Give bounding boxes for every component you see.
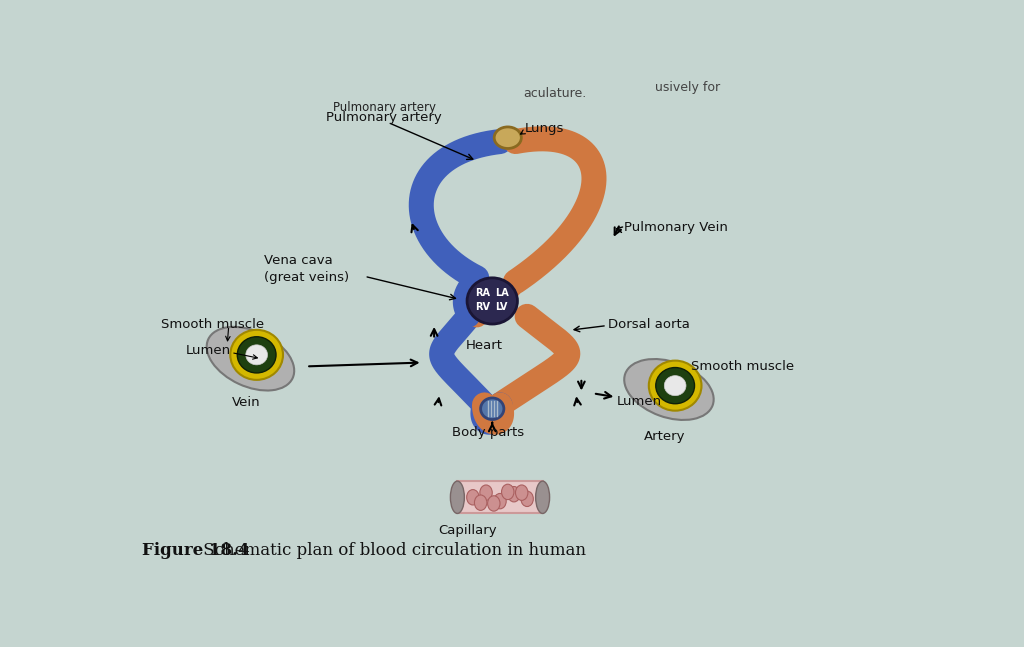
- Ellipse shape: [238, 336, 276, 373]
- Ellipse shape: [508, 487, 520, 502]
- Ellipse shape: [521, 491, 534, 507]
- Text: Figure 18.4: Figure 18.4: [142, 542, 250, 559]
- Text: LV: LV: [496, 302, 508, 312]
- Ellipse shape: [467, 490, 479, 505]
- Ellipse shape: [480, 398, 504, 419]
- Ellipse shape: [207, 327, 294, 391]
- Text: aculature.: aculature.: [523, 87, 587, 100]
- Text: Vein: Vein: [232, 396, 261, 409]
- Text: Dorsal aorta: Dorsal aorta: [608, 318, 690, 331]
- Text: Vena cava
(great veins): Vena cava (great veins): [263, 254, 349, 283]
- Text: Smooth muscle: Smooth muscle: [690, 360, 794, 373]
- Ellipse shape: [230, 330, 283, 380]
- Ellipse shape: [246, 345, 267, 365]
- Text: Lungs: Lungs: [524, 122, 564, 135]
- Ellipse shape: [625, 359, 714, 420]
- Text: LA: LA: [495, 289, 509, 298]
- Ellipse shape: [495, 127, 521, 148]
- Text: Schematic plan of blood circulation in human: Schematic plan of blood circulation in h…: [198, 542, 586, 559]
- Ellipse shape: [480, 485, 493, 500]
- Text: Pulmonary Vein: Pulmonary Vein: [624, 221, 728, 234]
- Text: Heart: Heart: [466, 340, 503, 353]
- Ellipse shape: [536, 481, 550, 514]
- Ellipse shape: [494, 494, 506, 509]
- FancyBboxPatch shape: [458, 481, 543, 514]
- Ellipse shape: [487, 496, 500, 511]
- Ellipse shape: [655, 367, 694, 404]
- Ellipse shape: [665, 376, 686, 396]
- Text: Pulmonary artery: Pulmonary artery: [326, 111, 441, 124]
- Ellipse shape: [474, 495, 486, 510]
- Ellipse shape: [649, 360, 701, 411]
- Ellipse shape: [515, 485, 528, 500]
- Text: Lumen: Lumen: [616, 395, 662, 408]
- Text: RA: RA: [475, 289, 490, 298]
- Text: Artery: Artery: [644, 430, 686, 443]
- Text: Pulmonary artery: Pulmonary artery: [334, 101, 436, 114]
- Ellipse shape: [467, 278, 517, 324]
- Ellipse shape: [502, 484, 514, 499]
- Ellipse shape: [451, 481, 464, 514]
- Text: usively for: usively for: [655, 82, 720, 94]
- Text: Capillary: Capillary: [438, 524, 497, 537]
- Text: Smooth muscle: Smooth muscle: [161, 318, 263, 331]
- Text: Lumen: Lumen: [186, 344, 231, 358]
- Text: RV: RV: [475, 302, 490, 312]
- Text: Body parts: Body parts: [453, 426, 524, 439]
